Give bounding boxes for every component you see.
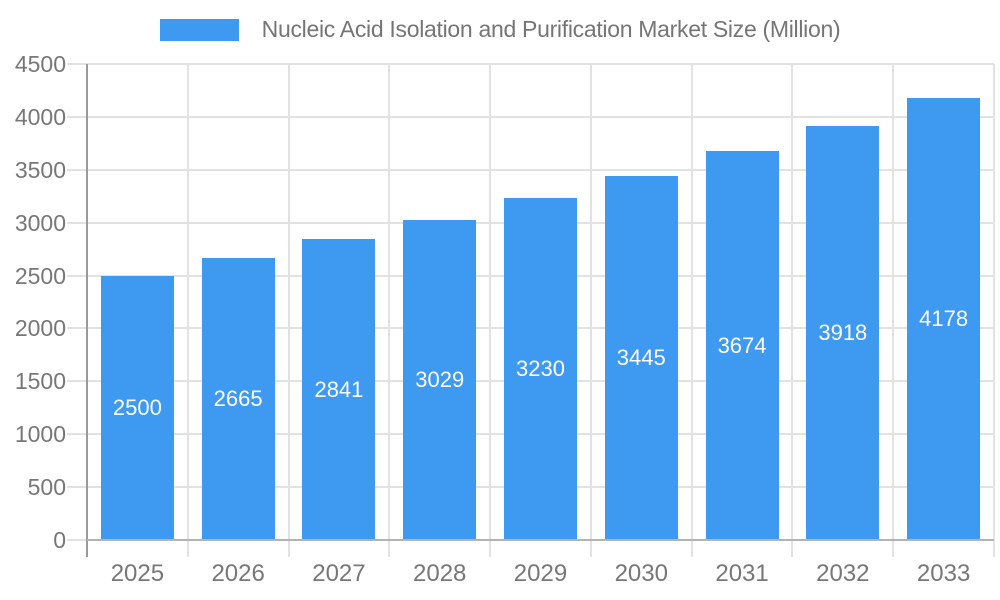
bar-value-label: 3445: [616, 344, 666, 370]
v-gridline: [892, 64, 895, 557]
v-gridline: [287, 64, 290, 557]
bar-2025[interactable]: 2500: [100, 275, 174, 540]
v-gridline: [993, 64, 995, 557]
x-tick-label: 2029: [513, 560, 568, 587]
bar-value-label: 2665: [213, 386, 263, 412]
y-tick-label: 3000: [14, 209, 66, 236]
bar-2031[interactable]: 3674: [705, 151, 779, 540]
bar-2032[interactable]: 3918: [806, 125, 880, 540]
x-tick-label: 2028: [413, 560, 467, 587]
x-axis-line: [87, 539, 994, 541]
x-tick-label: 2031: [715, 560, 769, 587]
h-gridline: [67, 168, 994, 171]
legend-swatch: [159, 18, 239, 41]
y-tick-label: 2500: [14, 262, 66, 289]
bar-2028[interactable]: 3029: [403, 219, 477, 540]
v-gridline: [489, 64, 492, 557]
x-tick-label: 2033: [916, 560, 971, 587]
y-tick-label: 1000: [14, 421, 66, 448]
x-tick-label: 2026: [211, 560, 265, 587]
x-tick-label: 2030: [614, 560, 668, 587]
bar-value-label: 3674: [717, 332, 767, 358]
bar-2033[interactable]: 4178: [907, 98, 981, 540]
plot-area: 0 500 1000 1500 2000 2500 3000 3500 4000 4500 2500…: [15, 51, 995, 587]
y-tick-label: 500: [27, 474, 66, 501]
v-gridline: [589, 64, 592, 557]
x-tick-label: 2025: [110, 560, 165, 587]
x-tick-label: 2032: [816, 560, 870, 587]
bar-value-label: 3918: [818, 319, 868, 345]
h-gridline: [67, 63, 994, 65]
bar-2029[interactable]: 3230: [504, 198, 577, 540]
bar-2027[interactable]: 2841: [302, 239, 376, 540]
y-tick-label: 2000: [14, 315, 66, 342]
bar-value-label: 3230: [516, 356, 565, 382]
v-gridline: [186, 64, 189, 557]
y-tick-label: 0: [53, 527, 66, 553]
chart-title: Nucleic Acid Isolation and Purification …: [261, 16, 841, 42]
y-tick-label: 3500: [14, 156, 66, 183]
y-tick-label: 4000: [14, 103, 66, 130]
bar-2026[interactable]: 2665: [201, 258, 275, 540]
x-tick-label: 2027: [312, 560, 366, 587]
y-axis-line: [86, 64, 88, 557]
y-tick-label: 4500: [14, 51, 66, 77]
bar-value-label: 2500: [112, 394, 162, 420]
bar-value-label: 4178: [919, 306, 969, 332]
v-gridline: [690, 64, 693, 557]
v-gridline: [791, 64, 794, 557]
bar-2030[interactable]: 3445: [604, 175, 678, 540]
bar-value-label: 3029: [415, 366, 465, 392]
h-gridline: [67, 115, 994, 118]
y-tick-label: 1500: [14, 368, 66, 395]
v-gridline: [388, 64, 391, 557]
chart-legend[interactable]: Nucleic Acid Isolation and Purification …: [0, 16, 1000, 43]
bar-value-label: 2841: [314, 376, 364, 402]
